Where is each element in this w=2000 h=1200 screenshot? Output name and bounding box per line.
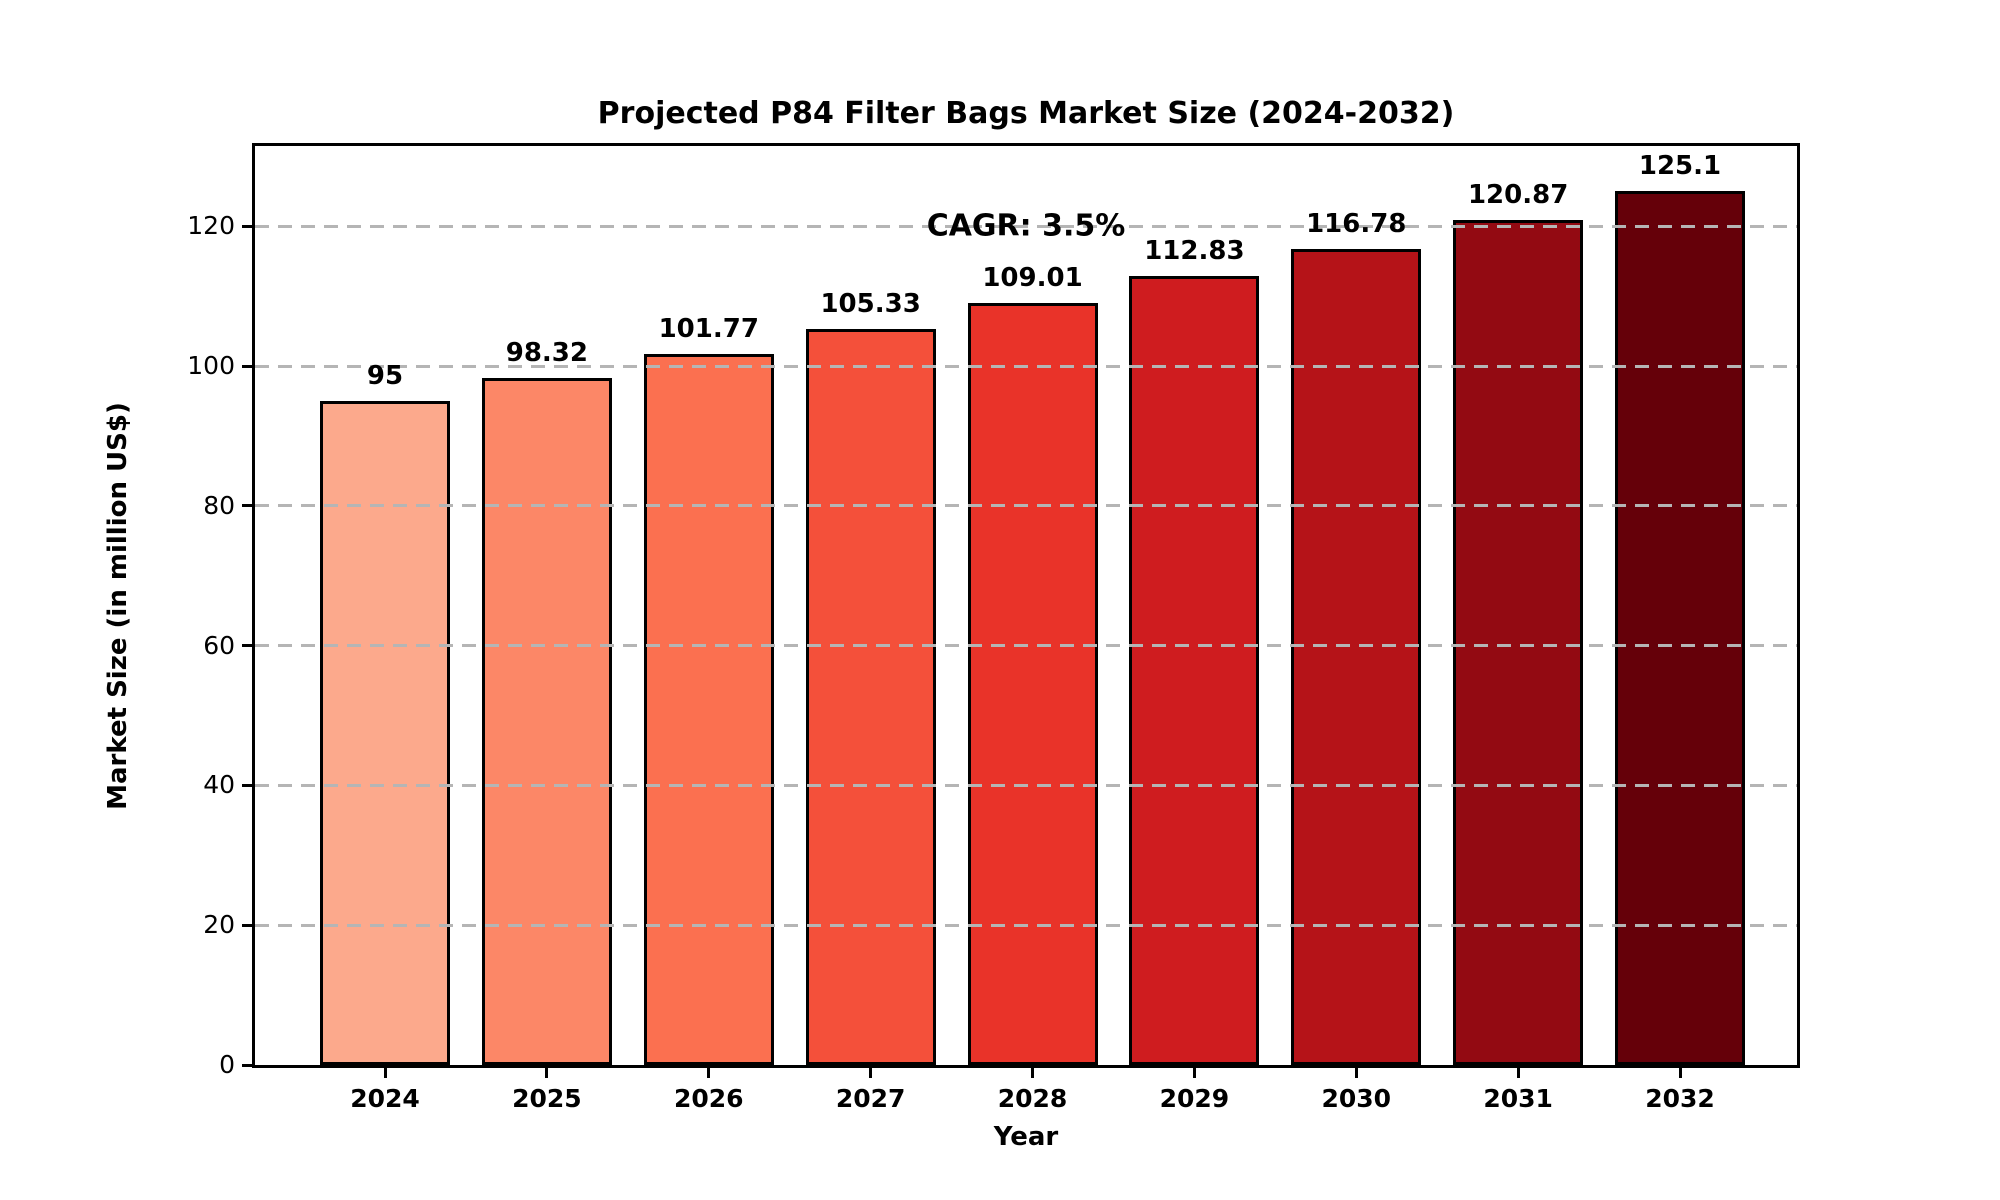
x-tick-label-2030: 2030 — [1321, 1084, 1392, 1113]
x-tick-mark-2024 — [383, 1068, 387, 1078]
y-tick-mark-0 — [242, 1063, 252, 1067]
x-tick-label-2026: 2026 — [673, 1084, 744, 1113]
x-tick-mark-2026 — [707, 1068, 711, 1078]
x-tick-mark-2025 — [545, 1068, 549, 1078]
bar-value-label-2025: 98.32 — [505, 337, 588, 368]
bar-value-label-2027: 105.33 — [820, 288, 921, 319]
cagr-annotation: CAGR: 3.5% — [926, 208, 1126, 244]
bar-2032 — [1615, 190, 1745, 1065]
y-tick-mark-20 — [242, 923, 252, 927]
x-axis-label: Year — [993, 1122, 1059, 1152]
x-tick-label-2032: 2032 — [1645, 1084, 1715, 1113]
bar-2026 — [643, 353, 774, 1065]
bar-value-label-2026: 101.77 — [658, 313, 759, 344]
bar-value-label-2030: 116.78 — [1306, 208, 1407, 239]
x-tick-mark-2028 — [1031, 1068, 1034, 1078]
gridline-y-100 — [255, 364, 1797, 368]
x-tick-mark-2031 — [1516, 1068, 1520, 1078]
x-tick-label-2025: 2025 — [512, 1084, 582, 1113]
y-tick-mark-80 — [242, 504, 252, 508]
gridline-y-80 — [255, 504, 1797, 508]
y-tick-label-80: 80 — [203, 490, 235, 520]
y-tick-label-100: 100 — [187, 351, 235, 381]
y-tick-mark-60 — [242, 644, 252, 648]
y-tick-mark-40 — [242, 783, 252, 787]
bar-2028 — [967, 303, 1098, 1065]
x-tick-label-2028: 2028 — [997, 1084, 1068, 1113]
gridline-y-40 — [255, 783, 1797, 787]
y-tick-label-20: 20 — [203, 910, 235, 940]
bar-2025 — [481, 377, 612, 1065]
bar-value-label-2028: 109.01 — [982, 263, 1083, 294]
plot-area: 95 98.32 101.77 105.33 109.01 112.83 116.78 120… — [187, 143, 1800, 1113]
y-tick-label-40: 40 — [203, 770, 235, 800]
y-axis-label: Market Size (in million US$) — [103, 402, 133, 810]
bar-2027 — [805, 328, 936, 1065]
bar-2024 — [320, 401, 450, 1065]
bar-value-label-2024: 95 — [366, 361, 404, 392]
x-tick-label-2031: 2031 — [1483, 1084, 1553, 1113]
bar-2029 — [1129, 276, 1260, 1065]
y-tick-label-60: 60 — [203, 630, 235, 660]
x-tick-mark-2030 — [1354, 1068, 1358, 1078]
gridline-y-20 — [255, 923, 1797, 927]
gridline-y-60 — [255, 644, 1797, 648]
y-tick-label-120: 120 — [187, 211, 235, 241]
x-tick-mark-2027 — [869, 1068, 873, 1078]
x-tick-mark-2029 — [1192, 1068, 1196, 1078]
bar-value-label-2031: 120.87 — [1467, 180, 1569, 211]
x-tick-label-2029: 2029 — [1159, 1084, 1230, 1113]
bar-2031 — [1453, 220, 1584, 1065]
chart-title: Projected P84 Filter Bags Market Size (2… — [597, 96, 1455, 131]
gridline-y-120 — [255, 224, 1797, 228]
x-tick-label-2024: 2024 — [350, 1084, 420, 1113]
x-tick-mark-2032 — [1678, 1068, 1682, 1078]
y-tick-mark-120 — [242, 224, 252, 228]
bar-2030 — [1291, 248, 1422, 1065]
y-tick-mark-100 — [242, 364, 252, 368]
y-tick-label-0: 0 — [219, 1050, 235, 1079]
x-tick-label-2027: 2027 — [835, 1084, 906, 1113]
bar-value-label-2032: 125.1 — [1638, 150, 1722, 181]
bar-value-label-2029: 112.83 — [1144, 236, 1245, 267]
